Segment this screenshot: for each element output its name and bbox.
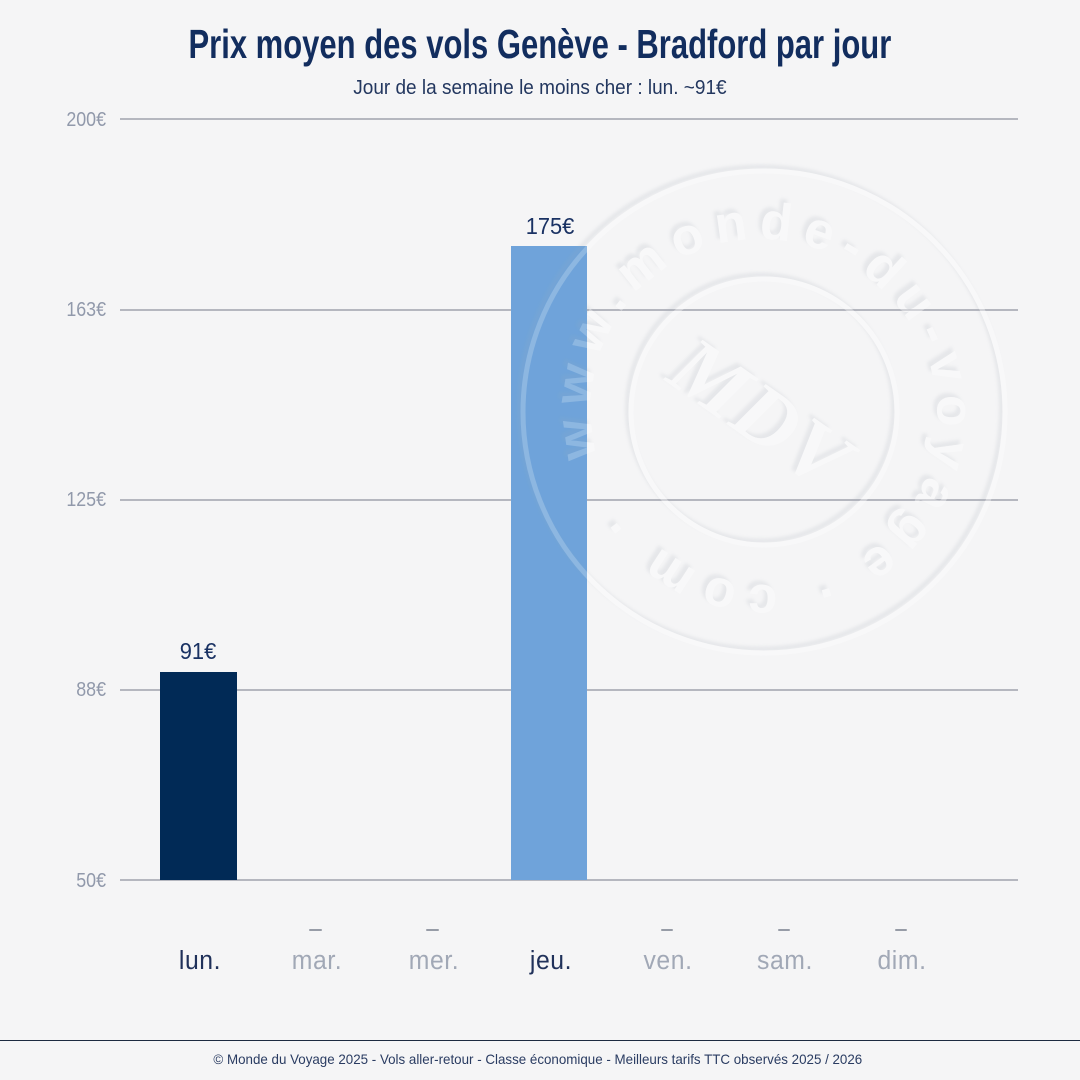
svg-text:MDV: MDV [651, 318, 871, 511]
